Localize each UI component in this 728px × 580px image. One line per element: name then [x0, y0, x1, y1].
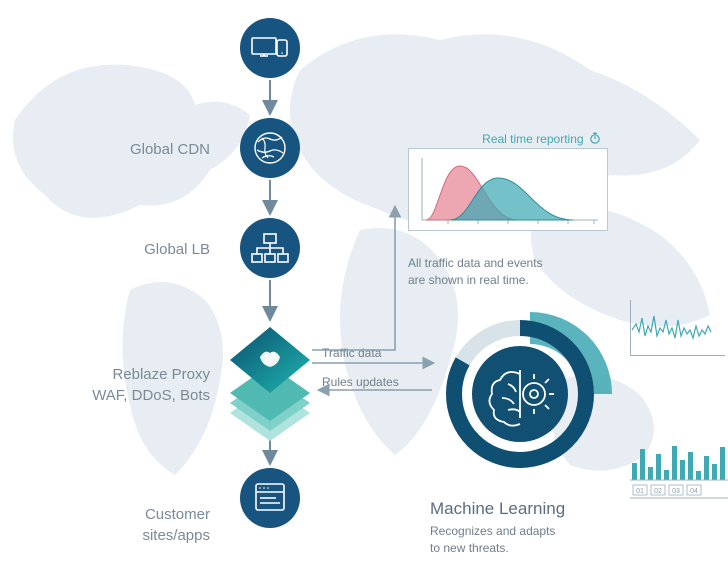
label-global-lb: Global LB	[20, 240, 210, 260]
reporting-panel: Real time reporting All traffic data and…	[408, 130, 608, 289]
signal-mini-chart	[630, 300, 725, 360]
connector-traffic-to-reporting	[312, 208, 395, 350]
label-reblaze-proxy: Reblaze Proxy WAF, DDoS, Bots	[20, 345, 210, 406]
node-proxy-stack	[230, 327, 310, 441]
svg-text:01: 01	[636, 488, 644, 495]
node-devices	[240, 18, 300, 78]
node-lb	[240, 218, 300, 278]
bars-mini-chart: 01 02 03 04	[630, 440, 728, 510]
reporting-title: Real time reporting	[482, 132, 583, 146]
ml-ring	[430, 300, 640, 490]
svg-text:02: 02	[654, 488, 662, 495]
node-customer	[240, 468, 300, 528]
svg-text:04: 04	[690, 488, 698, 495]
reporting-caption: All traffic data and events are shown in…	[408, 255, 608, 289]
stopwatch-icon	[588, 131, 602, 145]
label-global-cdn: Global CDN	[20, 140, 210, 160]
svg-text:03: 03	[672, 488, 680, 495]
label-customer: Customer sites/apps	[20, 485, 210, 546]
ml-caption: Recognizes and adapts to new threats.	[430, 523, 670, 557]
reporting-chart	[408, 148, 608, 244]
node-globe	[240, 118, 300, 178]
